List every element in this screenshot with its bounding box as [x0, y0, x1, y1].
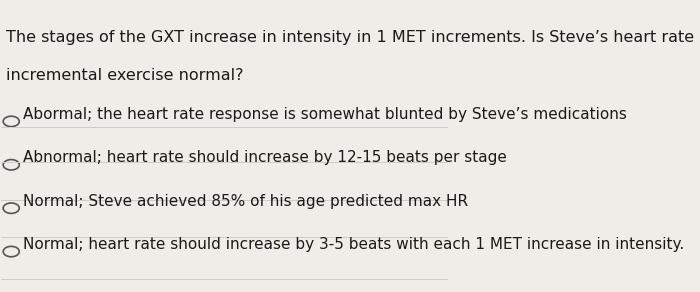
Text: Normal; Steve achieved 85% of his age predicted max HR: Normal; Steve achieved 85% of his age pr… — [23, 194, 468, 209]
Text: Abnormal; heart rate should increase by 12-15 beats per stage: Abnormal; heart rate should increase by … — [23, 150, 507, 165]
Text: The stages of the GXT increase in intensity in 1 MET increments. Is Steve’s hear: The stages of the GXT increase in intens… — [6, 30, 700, 45]
Text: Normal; heart rate should increase by 3-5 beats with each 1 MET increase in inte: Normal; heart rate should increase by 3-… — [23, 237, 684, 252]
Text: incremental exercise normal?: incremental exercise normal? — [6, 68, 244, 83]
Text: Abormal; the heart rate response is somewhat blunted by Steve’s medications: Abormal; the heart rate response is some… — [23, 107, 626, 122]
